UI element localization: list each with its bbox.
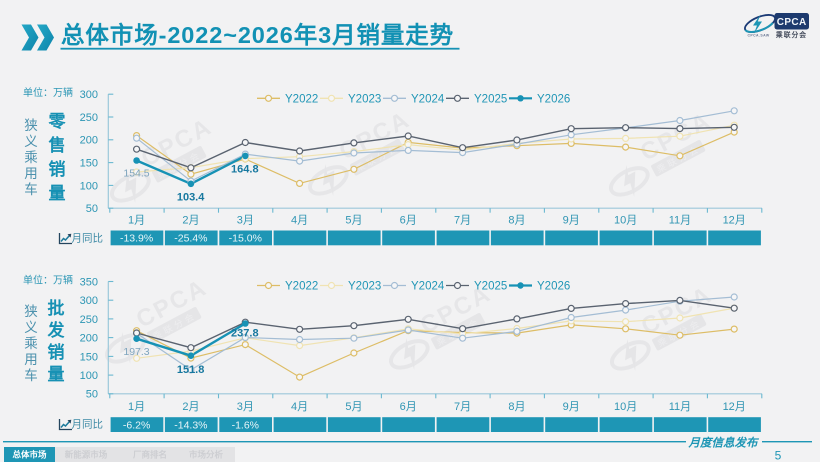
svg-text:5: 5 [775, 449, 782, 462]
svg-text:Y2025: Y2025 [474, 93, 507, 105]
svg-text:100: 100 [80, 370, 98, 382]
svg-text:Y2026: Y2026 [537, 281, 570, 293]
svg-text:6月: 6月 [400, 401, 417, 413]
svg-text:2月: 2月 [182, 401, 199, 413]
svg-text:4月: 4月 [291, 401, 308, 413]
svg-text:CPCA.SAW: CPCA.SAW [747, 33, 769, 37]
svg-text:月同比: 月同比 [72, 418, 104, 431]
svg-text:154.5: 154.5 [123, 167, 149, 179]
svg-text:7月: 7月 [454, 401, 471, 413]
svg-text:200: 200 [80, 135, 98, 147]
svg-text:-1.6%: -1.6% [232, 419, 259, 431]
svg-text:单位：万辆: 单位：万辆 [23, 274, 73, 287]
svg-text:300: 300 [80, 295, 98, 307]
svg-text:11月: 11月 [669, 401, 691, 413]
svg-text:150: 150 [80, 158, 98, 170]
svg-text:狭义乘用车: 狭义乘用车 [24, 304, 38, 383]
svg-text:2月: 2月 [182, 215, 199, 227]
svg-text:批发销量: 批发销量 [47, 298, 66, 384]
svg-text:250: 250 [80, 112, 98, 124]
svg-text:-14.3%: -14.3% [174, 419, 207, 431]
svg-text:10月: 10月 [614, 401, 637, 413]
svg-text:-6.2%: -6.2% [123, 419, 150, 431]
svg-text:10月: 10月 [614, 215, 637, 227]
svg-text:Y2022: Y2022 [285, 281, 318, 293]
svg-text:Y2026: Y2026 [537, 93, 570, 105]
svg-text:Y2023: Y2023 [348, 281, 381, 293]
svg-text:6月: 6月 [400, 215, 417, 227]
svg-text:5月: 5月 [345, 215, 362, 227]
svg-text:164.8: 164.8 [231, 163, 259, 175]
svg-text:12月: 12月 [723, 215, 746, 227]
svg-text:-13.9%: -13.9% [120, 233, 153, 245]
svg-text:狭义乘用车: 狭义乘用车 [24, 118, 38, 197]
svg-text:11月: 11月 [669, 215, 691, 227]
svg-text:12月: 12月 [723, 401, 746, 413]
svg-text:151.8: 151.8 [177, 364, 205, 376]
svg-text:100: 100 [80, 180, 98, 192]
svg-text:200: 200 [80, 333, 98, 345]
svg-text:总体市场-2022~2026年3月销量走势: 总体市场-2022~2026年3月销量走势 [61, 21, 454, 48]
svg-text:月度信息发布: 月度信息发布 [688, 436, 760, 450]
svg-text:250: 250 [80, 314, 98, 326]
svg-text:300: 300 [80, 89, 98, 101]
svg-text:9月: 9月 [563, 215, 580, 227]
svg-text:月同比: 月同比 [72, 232, 104, 245]
svg-text:Y2023: Y2023 [348, 93, 381, 105]
svg-text:8月: 8月 [508, 215, 525, 227]
svg-text:-25.4%: -25.4% [174, 233, 207, 245]
svg-text:零售销量: 零售销量 [48, 112, 67, 203]
svg-text:-15.0%: -15.0% [229, 233, 262, 245]
svg-text:Y2024: Y2024 [411, 281, 445, 293]
svg-text:总体市场: 总体市场 [12, 450, 47, 460]
svg-text:150: 150 [80, 351, 98, 363]
svg-text:350: 350 [80, 276, 98, 288]
svg-text:103.4: 103.4 [177, 192, 205, 204]
svg-text:4月: 4月 [291, 215, 308, 227]
svg-text:3月: 3月 [237, 401, 254, 413]
svg-text:1月: 1月 [128, 215, 145, 227]
svg-text:3月: 3月 [237, 215, 254, 227]
svg-text:197.3: 197.3 [123, 346, 149, 358]
svg-text:乘联分会: 乘联分会 [775, 30, 807, 39]
svg-text:厂商排名: 厂商排名 [133, 450, 167, 460]
svg-text:50: 50 [86, 203, 98, 215]
svg-text:7月: 7月 [454, 215, 471, 227]
svg-text:市场分析: 市场分析 [189, 450, 224, 460]
svg-text:8月: 8月 [508, 401, 525, 413]
svg-text:单位：万辆: 单位：万辆 [23, 86, 73, 99]
svg-text:Y2024: Y2024 [411, 93, 445, 105]
svg-text:Y2022: Y2022 [285, 93, 318, 105]
svg-text:CPCA: CPCA [777, 17, 807, 28]
svg-text:新能源市场: 新能源市场 [65, 450, 108, 460]
svg-text:9月: 9月 [563, 401, 580, 413]
svg-text:237.8: 237.8 [231, 327, 259, 339]
svg-text:1月: 1月 [128, 401, 145, 413]
svg-text:Y2025: Y2025 [474, 281, 507, 293]
svg-text:50: 50 [86, 389, 98, 401]
svg-text:5月: 5月 [345, 401, 362, 413]
